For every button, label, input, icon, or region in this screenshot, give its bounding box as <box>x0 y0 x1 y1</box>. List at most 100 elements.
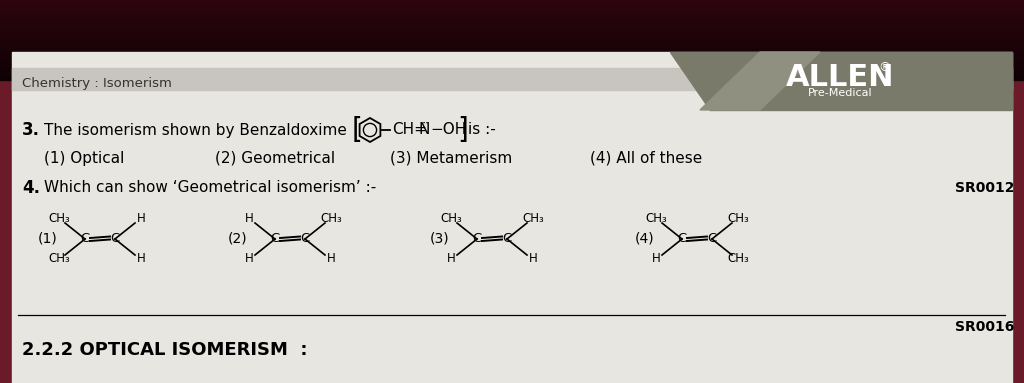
Polygon shape <box>700 52 820 110</box>
Bar <box>0 31 1024 32</box>
Bar <box>0 9 1024 10</box>
Text: (3) Metamerism: (3) Metamerism <box>390 151 512 165</box>
Bar <box>0 28 1024 29</box>
Text: CH₃: CH₃ <box>440 213 462 226</box>
Bar <box>0 56 1024 57</box>
Bar <box>0 32 1024 33</box>
Text: SR0016: SR0016 <box>955 320 1015 334</box>
Text: Pre-Medical: Pre-Medical <box>808 88 872 98</box>
Bar <box>0 36 1024 37</box>
Bar <box>0 14 1024 15</box>
Text: CH₃: CH₃ <box>727 252 749 265</box>
Bar <box>0 20 1024 21</box>
Bar <box>0 4 1024 5</box>
Bar <box>12 52 1012 383</box>
Bar <box>0 3 1024 4</box>
Bar <box>0 5 1024 6</box>
Bar <box>0 53 1024 54</box>
Text: Which can show ‘Geometrical isomerism’ :-: Which can show ‘Geometrical isomerism’ :… <box>44 180 376 195</box>
Text: H: H <box>245 213 253 226</box>
Bar <box>0 67 1024 68</box>
Text: (4) All of these: (4) All of these <box>590 151 702 165</box>
Bar <box>0 42 1024 43</box>
Bar <box>0 40 1024 41</box>
Bar <box>0 26 1024 27</box>
Bar <box>0 25 1024 26</box>
Bar <box>0 10 1024 11</box>
Bar <box>0 43 1024 44</box>
Bar <box>0 69 1024 70</box>
Text: CH₃: CH₃ <box>48 252 70 265</box>
Text: (2) Geometrical: (2) Geometrical <box>215 151 335 165</box>
Bar <box>0 75 1024 76</box>
Bar <box>0 74 1024 75</box>
Bar <box>0 15 1024 16</box>
Bar <box>0 62 1024 63</box>
Bar <box>0 30 1024 31</box>
Bar <box>0 46 1024 47</box>
Text: C: C <box>111 232 120 246</box>
Text: Chemistry : Isomerism: Chemistry : Isomerism <box>22 77 172 90</box>
Text: CH₃: CH₃ <box>522 213 544 226</box>
Text: CH₃: CH₃ <box>48 213 70 226</box>
Text: N̈: N̈ <box>419 123 430 137</box>
Text: CH₃: CH₃ <box>321 213 342 226</box>
Text: 4.: 4. <box>22 179 40 197</box>
Text: SR0012: SR0012 <box>955 181 1015 195</box>
Bar <box>0 8 1024 9</box>
Bar <box>12 68 1012 90</box>
Text: H: H <box>136 252 145 265</box>
Bar <box>0 70 1024 71</box>
Bar <box>0 59 1024 60</box>
Bar <box>0 44 1024 45</box>
Text: C: C <box>708 232 717 246</box>
Text: H: H <box>446 252 456 265</box>
Bar <box>0 11 1024 12</box>
Bar <box>0 2 1024 3</box>
Text: C: C <box>503 232 512 246</box>
Bar <box>0 37 1024 38</box>
Text: CH=: CH= <box>392 123 427 137</box>
Bar <box>0 52 1024 53</box>
Text: CH₃: CH₃ <box>645 213 667 226</box>
Bar <box>0 47 1024 48</box>
Bar <box>0 48 1024 49</box>
Bar <box>0 0 1024 1</box>
Bar <box>0 22 1024 23</box>
Bar <box>0 35 1024 36</box>
Polygon shape <box>670 52 1012 110</box>
Text: 3.: 3. <box>22 121 40 139</box>
Bar <box>0 34 1024 35</box>
Text: H: H <box>651 252 660 265</box>
Bar <box>0 66 1024 67</box>
Bar <box>0 77 1024 78</box>
Text: The isomerism shown by Benzaldoxime: The isomerism shown by Benzaldoxime <box>44 123 347 137</box>
Bar <box>0 60 1024 61</box>
Text: −OH: −OH <box>430 123 466 137</box>
Text: H: H <box>136 213 145 226</box>
Bar <box>0 27 1024 28</box>
Text: C: C <box>300 232 309 246</box>
Bar <box>0 18 1024 19</box>
Bar <box>0 41 1024 42</box>
Text: H: H <box>528 252 538 265</box>
Bar <box>0 76 1024 77</box>
Bar <box>0 71 1024 72</box>
Bar <box>0 12 1024 13</box>
Bar <box>0 21 1024 22</box>
Bar <box>0 16 1024 17</box>
Bar <box>0 79 1024 80</box>
Bar <box>0 23 1024 24</box>
Text: ]: ] <box>457 116 468 144</box>
Bar <box>0 72 1024 73</box>
Bar <box>0 17 1024 18</box>
Bar <box>0 51 1024 52</box>
Bar <box>0 13 1024 14</box>
Text: (1): (1) <box>38 231 57 245</box>
Text: (1) Optical: (1) Optical <box>44 151 124 165</box>
Text: [: [ <box>352 116 362 144</box>
Bar <box>0 19 1024 20</box>
Text: H: H <box>245 252 253 265</box>
Text: (3): (3) <box>430 231 450 245</box>
Text: C: C <box>472 232 481 246</box>
